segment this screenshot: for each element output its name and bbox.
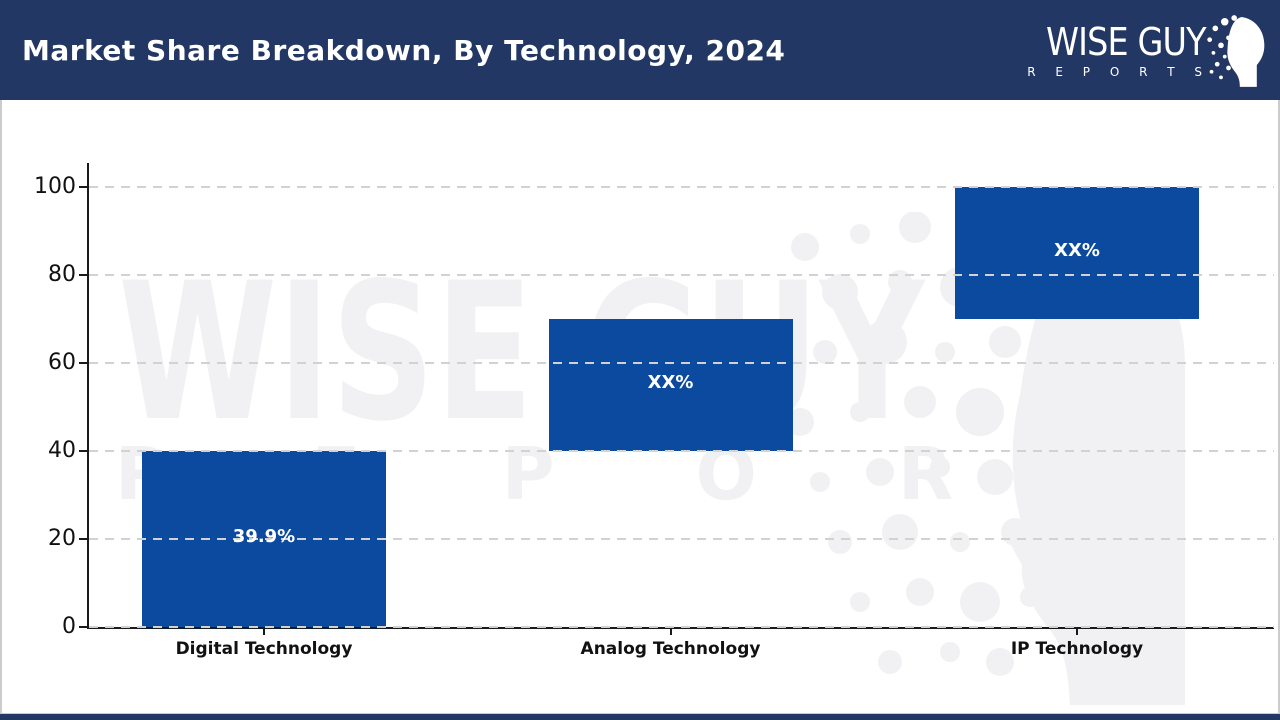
y-tick-0 xyxy=(79,626,87,628)
gridline-60 xyxy=(89,362,1274,364)
bar-value-label-analog-technology: XX% xyxy=(647,372,694,393)
y-tick-label-80: 80 xyxy=(48,262,76,287)
y-axis-spine xyxy=(87,163,89,629)
gridline-80 xyxy=(89,274,1274,276)
y-tick-label-40: 40 xyxy=(48,438,76,463)
bar-value-label-ip-technology: XX% xyxy=(1054,240,1100,261)
logo-face-icon xyxy=(1207,15,1265,87)
y-tick-100 xyxy=(79,186,87,188)
wise-guy-reports-logo: WISE GUY R E P O R T S xyxy=(1019,10,1270,92)
x-axis-spine xyxy=(87,627,1274,629)
header-bar: Market Share Breakdown, By Technology, 2… xyxy=(0,0,1280,100)
y-tick-label-100: 100 xyxy=(34,174,76,199)
logo-text: WISE GUY R E P O R T S xyxy=(1019,20,1210,79)
gridline-20 xyxy=(89,538,1274,540)
x-axis-label-analog-technology: Analog Technology xyxy=(580,639,761,659)
y-tick-label-0: 0 xyxy=(62,614,76,639)
gridline-100 xyxy=(89,186,1274,188)
y-tick-20 xyxy=(79,538,87,540)
y-tick-label-20: 20 xyxy=(48,526,76,551)
x-axis-label-ip-technology: IP Technology xyxy=(1010,639,1144,659)
gridline-0 xyxy=(89,626,1274,628)
x-tick-analog-technology xyxy=(669,627,672,635)
gridline-40 xyxy=(89,450,1274,452)
x-axis-label-digital-technology: Digital Technology xyxy=(175,639,353,659)
bar-analog-technology xyxy=(548,319,793,451)
logo-reports-label: R E P O R T S xyxy=(1027,64,1210,79)
x-tick-digital-technology xyxy=(263,627,265,635)
footer-bar xyxy=(0,713,1280,720)
bar-value-label-digital-technology: 39.9% xyxy=(232,526,296,548)
y-tick-60 xyxy=(79,362,87,364)
chart-title: Market Share Breakdown, By Technology, 2… xyxy=(22,33,786,67)
y-tick-label-60: 60 xyxy=(48,350,76,375)
y-tick-80 xyxy=(79,274,87,276)
y-tick-40 xyxy=(79,450,87,452)
logo-wiseguy-label: WISE GUY xyxy=(1046,20,1207,65)
